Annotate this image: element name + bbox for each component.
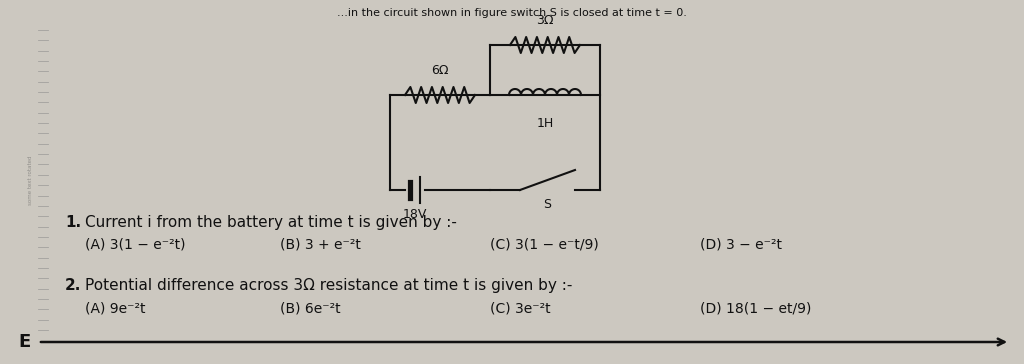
Text: (A) 3(1 − e⁻²t): (A) 3(1 − e⁻²t)	[85, 238, 185, 252]
Text: ...in the circuit shown in figure switch S is closed at time t = 0.: ...in the circuit shown in figure switch…	[337, 8, 687, 18]
Text: 1H: 1H	[537, 117, 554, 130]
Text: (D) 18(1 − et/9): (D) 18(1 − et/9)	[700, 302, 811, 316]
Text: (C) 3(1 − e⁻t/9): (C) 3(1 − e⁻t/9)	[490, 238, 599, 252]
Text: 1.: 1.	[65, 215, 81, 230]
Text: (C) 3e⁻²t: (C) 3e⁻²t	[490, 302, 551, 316]
Text: 6Ω: 6Ω	[431, 64, 449, 77]
Text: 2.: 2.	[65, 278, 81, 293]
Text: (A) 9e⁻²t: (A) 9e⁻²t	[85, 302, 145, 316]
Text: E: E	[18, 333, 31, 351]
Text: (D) 3 − e⁻²t: (D) 3 − e⁻²t	[700, 238, 782, 252]
Text: 3Ω: 3Ω	[537, 14, 554, 27]
Text: (B) 3 + e⁻²t: (B) 3 + e⁻²t	[280, 238, 360, 252]
Text: some text rotated: some text rotated	[28, 155, 33, 205]
Text: (B) 6e⁻²t: (B) 6e⁻²t	[280, 302, 341, 316]
Text: S: S	[544, 198, 552, 211]
Text: Current i from the battery at time t is given by :-: Current i from the battery at time t is …	[85, 215, 457, 230]
Text: 18V: 18V	[402, 208, 427, 221]
Text: Potential difference across 3Ω resistance at time t is given by :-: Potential difference across 3Ω resistanc…	[85, 278, 572, 293]
